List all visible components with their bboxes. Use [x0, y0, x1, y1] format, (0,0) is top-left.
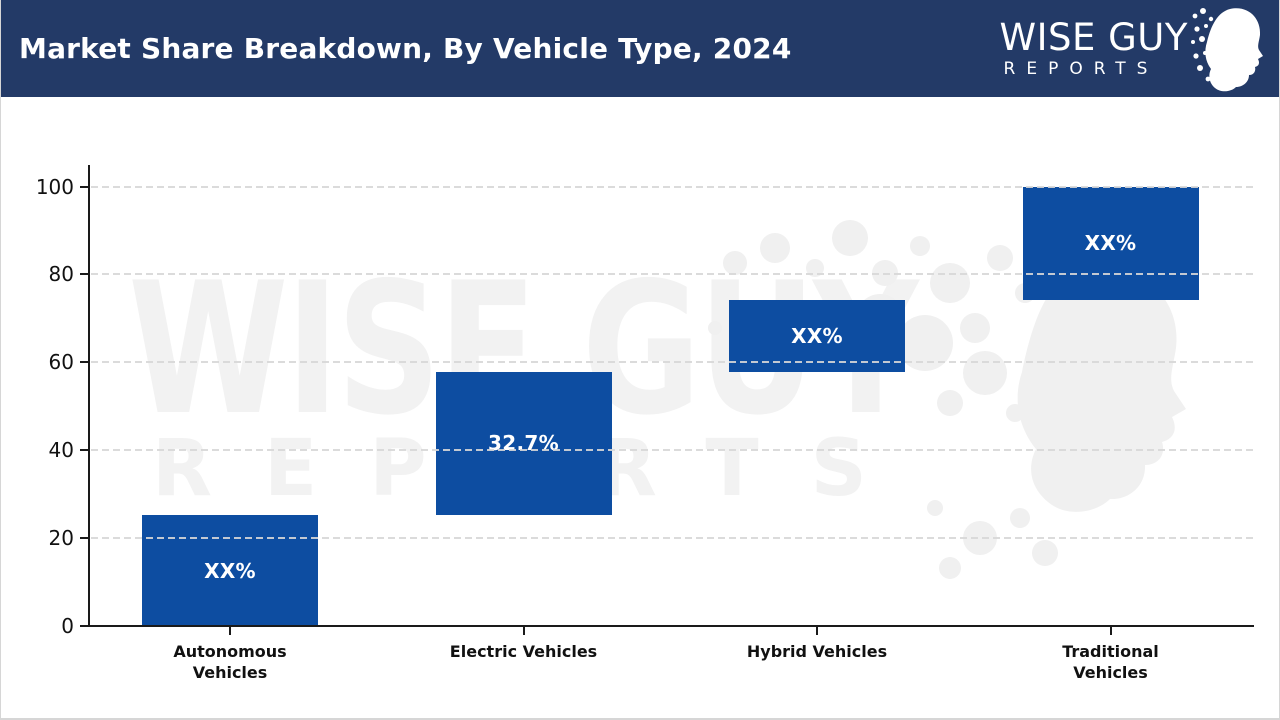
chart-title: Market Share Breakdown, By Vehicle Type,… — [19, 32, 792, 65]
y-tick-mark-0 — [80, 625, 88, 627]
bar-autonomous-vehicles: XX% — [142, 515, 318, 626]
bar-value-label: XX% — [204, 558, 256, 583]
x-category-label-4: Traditional Vehicles — [981, 641, 1241, 683]
logo-text: WISE GUY REPORTS — [999, 15, 1188, 79]
page-border-bottom — [0, 718, 1280, 720]
y-tick-mark-60 — [80, 361, 88, 364]
x-category-label-3: Hybrid Vehicles — [687, 641, 947, 662]
wiseguy-logo: WISE GUY REPORTS — [1000, 4, 1266, 94]
logo-face-icon — [1191, 7, 1263, 91]
y-tick-mark-20 — [80, 537, 88, 540]
bar-hybrid-vehicles: XX% — [729, 299, 905, 372]
x-tick-mark-3 — [816, 627, 818, 635]
logo-sub-text: REPORTS — [1003, 58, 1159, 79]
gridline-60 — [91, 361, 1254, 364]
bar-traditional-vehicles: XX% — [1022, 186, 1199, 300]
y-tick-label-20: 20 — [48, 526, 74, 551]
x-category-label-line: Autonomous — [173, 642, 287, 661]
bar-value-label: 32.7% — [488, 431, 559, 456]
logo-name-text: WISE GUY — [999, 15, 1188, 59]
y-tick-label-0: 0 — [61, 614, 74, 638]
page-border-left — [0, 0, 1, 720]
bar-value-label: XX% — [1084, 231, 1137, 256]
gridline-40 — [91, 449, 1254, 452]
x-category-label-line: Traditional — [1062, 642, 1159, 661]
y-tick-label-80: 80 — [48, 262, 74, 287]
y-tick-label-60: 60 — [48, 350, 74, 375]
gridline-80 — [91, 273, 1254, 276]
bar-value-label: XX% — [791, 323, 843, 348]
x-tick-mark-4 — [1109, 627, 1112, 635]
x-axis-spine — [88, 625, 1254, 627]
gridline-100 — [91, 185, 1254, 188]
header-band: Market Share Breakdown, By Vehicle Type,… — [0, 0, 1280, 97]
x-category-label-2: Electric Vehicles — [394, 641, 654, 662]
x-tick-mark-2 — [522, 627, 525, 635]
x-category-label-line: Vehicles — [1073, 663, 1148, 682]
x-tick-mark-1 — [229, 627, 231, 635]
gridline-20 — [91, 537, 1254, 540]
x-category-label-line: Electric Vehicles — [449, 642, 598, 661]
x-category-label-line: Hybrid Vehicles — [746, 642, 888, 661]
y-tick-label-40: 40 — [48, 438, 74, 463]
y-axis-spine — [88, 165, 90, 627]
y-tick-label-100: 100 — [35, 174, 74, 199]
bar-electric-vehicles: 32.7% — [435, 371, 612, 516]
x-category-label-1: Autonomous Vehicles — [100, 641, 360, 683]
y-tick-mark-80 — [80, 273, 88, 276]
y-tick-mark-100 — [80, 185, 88, 188]
y-tick-mark-40 — [80, 449, 88, 452]
x-category-label-line: Vehicles — [192, 663, 268, 682]
